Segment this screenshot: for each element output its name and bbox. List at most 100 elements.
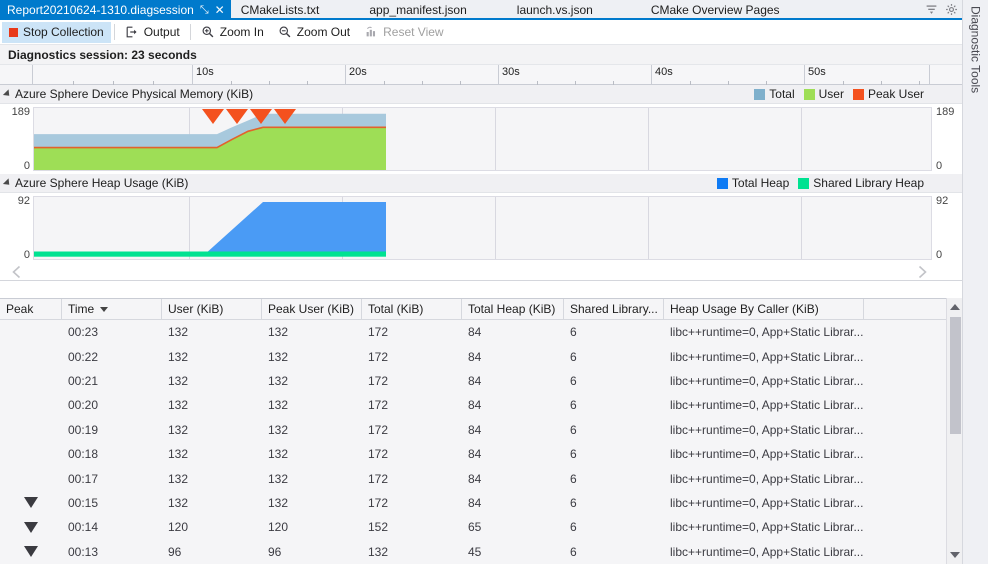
column-header-peak-user[interactable]: Peak User (KiB) <box>262 299 362 319</box>
zoom-out-button[interactable]: Zoom Out <box>271 22 357 43</box>
scroll-left-chevron-icon[interactable] <box>9 264 25 280</box>
gear-icon[interactable] <box>945 3 958 16</box>
graph-header-physical-memory[interactable]: Azure Sphere Device Physical Memory (KiB… <box>0 85 962 104</box>
axis-min-label: 0 <box>936 249 943 261</box>
cell-user: 132 <box>168 349 189 364</box>
cell-heap-usage: libc++runtime=0, App+Static Librar... <box>670 495 864 510</box>
table-row[interactable]: 00:22 132 132 172 84 6 libc++runtime=0, App+St… <box>0 344 962 368</box>
graph-section-physical-memory: Azure Sphere Device Physical Memory (KiB… <box>0 85 962 174</box>
cell-shared-library: 6 <box>570 520 577 535</box>
table-body[interactable]: 00:23 132 132 172 84 6 libc++runtime=0, App+St… <box>0 320 962 564</box>
graph-pan-bar <box>0 263 962 281</box>
table-row[interactable]: 00:18 132 132 172 84 6 libc++runtime=0, App+St… <box>0 442 962 466</box>
plot-gridline <box>648 197 649 259</box>
column-header-total[interactable]: Total (KiB) <box>362 299 462 319</box>
timeline-ruler[interactable]: 10s 20s 30s 40s <box>0 65 962 85</box>
reset-view-button[interactable]: Reset View <box>357 22 450 43</box>
table-row[interactable]: 00:14 120 120 152 65 6 libc++runtime=0, App+St… <box>0 515 962 539</box>
peak-marker-icon <box>24 546 38 558</box>
scroll-right-chevron-icon[interactable] <box>914 264 930 280</box>
cell-time: 00:22 <box>68 349 99 364</box>
cell-user: 132 <box>168 398 189 413</box>
y-axis-right-heap-usage: 92 0 <box>932 193 962 263</box>
tab-list-icon[interactable] <box>925 3 938 16</box>
plot-area-physical-memory[interactable] <box>33 107 932 171</box>
peak-marker-icon <box>24 497 38 509</box>
legend-label: Total <box>769 87 795 101</box>
reset-view-icon <box>366 26 376 37</box>
legend-label: Shared Library Heap <box>813 176 924 190</box>
cell-total-heap: 84 <box>468 447 482 462</box>
close-icon[interactable]: ✕ <box>214 3 225 17</box>
caret-down-icon <box>950 552 960 558</box>
cell-user: 132 <box>168 422 189 437</box>
cell-total: 152 <box>368 520 389 535</box>
sort-descending-icon <box>100 306 109 312</box>
table-vertical-scrollbar[interactable] <box>946 298 962 564</box>
column-header-shared-library[interactable]: Shared Library... <box>564 299 664 319</box>
series-user-area <box>34 127 386 170</box>
table-row[interactable]: 00:21 132 132 172 84 6 libc++runtime=0, App+St… <box>0 369 962 393</box>
cell-total: 172 <box>368 447 389 462</box>
cell-peak-user: 132 <box>268 422 289 437</box>
stop-collection-button[interactable]: Stop Collection <box>2 21 111 43</box>
cell-total-heap: 84 <box>468 398 482 413</box>
table-row[interactable]: 00:15 132 132 172 84 6 libc++runtime=0, App+St… <box>0 491 962 515</box>
column-header-peak[interactable]: Peak <box>0 299 62 319</box>
graph-header-heap-usage[interactable]: Azure Sphere Heap Usage (KiB) Total Heap… <box>0 174 962 193</box>
ruler-cell-20s: 20s <box>346 65 499 85</box>
tab-cmake-overview[interactable]: CMake Overview Pages <box>599 0 786 20</box>
output-button[interactable]: Output <box>118 22 187 43</box>
zoom-in-icon <box>202 26 214 38</box>
tab-launch-vs[interactable]: launch.vs.json <box>473 0 599 20</box>
cell-time: 00:17 <box>68 471 99 486</box>
plot-area-heap-usage[interactable] <box>33 196 932 260</box>
cell-peak-user: 132 <box>268 447 289 462</box>
table-row[interactable]: 00:23 132 132 172 84 6 libc++runtime=0, App+St… <box>0 320 962 344</box>
scroll-up-button[interactable] <box>947 299 963 315</box>
collapse-chevron-icon[interactable] <box>2 178 13 188</box>
scrollbar-thumb[interactable] <box>950 317 961 434</box>
cell-shared-library: 6 <box>570 422 577 437</box>
axis-min-label: 0 <box>936 160 943 172</box>
pin-icon[interactable]: ⤡ <box>199 4 209 16</box>
collapse-chevron-icon[interactable] <box>2 89 13 99</box>
table-row[interactable]: 00:20 132 132 172 84 6 libc++runtime=0, App+St… <box>0 393 962 417</box>
cell-shared-library: 6 <box>570 398 577 413</box>
table-row[interactable]: 00:17 132 132 172 84 6 libc++runtime=0, App+St… <box>0 466 962 490</box>
axis-max-label: 189 <box>11 106 30 118</box>
dock-label: Diagnostic Tools <box>968 6 983 94</box>
column-header-filler[interactable] <box>864 299 946 319</box>
column-header-total-heap[interactable]: Total Heap (KiB) <box>462 299 564 319</box>
ruler-tick <box>881 81 882 85</box>
column-label: Peak <box>6 301 34 316</box>
diagnostic-tools-dock[interactable]: Diagnostic Tools <box>962 0 988 564</box>
zoom-in-button[interactable]: Zoom In <box>194 22 271 43</box>
peak-marker <box>202 109 224 124</box>
cell-time: 00:18 <box>68 447 99 462</box>
column-header-time[interactable]: Time <box>62 299 162 319</box>
column-header-user[interactable]: User (KiB) <box>162 299 262 319</box>
cell-total: 172 <box>368 325 389 340</box>
cell-user: 120 <box>168 520 189 535</box>
ruler-tick <box>575 81 576 85</box>
ruler-tick <box>728 81 729 85</box>
table-row[interactable]: 00:13 96 96 132 45 6 libc++runtime=0, App+Stat… <box>0 540 962 564</box>
scroll-down-button[interactable] <box>947 547 963 563</box>
cell-heap-usage: libc++runtime=0, App+Static Librar... <box>670 520 864 535</box>
cell-peak-user: 132 <box>268 471 289 486</box>
cell-user: 132 <box>168 471 189 486</box>
tab-cmakelists[interactable]: CMakeLists.txt <box>231 0 326 20</box>
table-row[interactable]: 00:19 132 132 172 84 6 libc++runtime=0, App+St… <box>0 418 962 442</box>
graph-title: Azure Sphere Heap Usage (KiB) <box>15 176 189 190</box>
tab-app-manifest[interactable]: app_manifest.json <box>325 0 472 20</box>
cell-total: 172 <box>368 422 389 437</box>
plot-gridline <box>648 108 649 170</box>
tab-diagsession[interactable]: Report20210624-1310.diagsession ⤡ ✕ <box>0 0 231 20</box>
stop-collection-label: Stop Collection <box>23 25 104 39</box>
ruler-tick <box>269 81 270 85</box>
legend-swatch-total-heap <box>716 177 728 189</box>
column-header-heap-usage-by-caller[interactable]: Heap Usage By Caller (KiB) <box>664 299 864 319</box>
cell-total: 172 <box>368 495 389 510</box>
ruler-cell <box>0 65 33 85</box>
